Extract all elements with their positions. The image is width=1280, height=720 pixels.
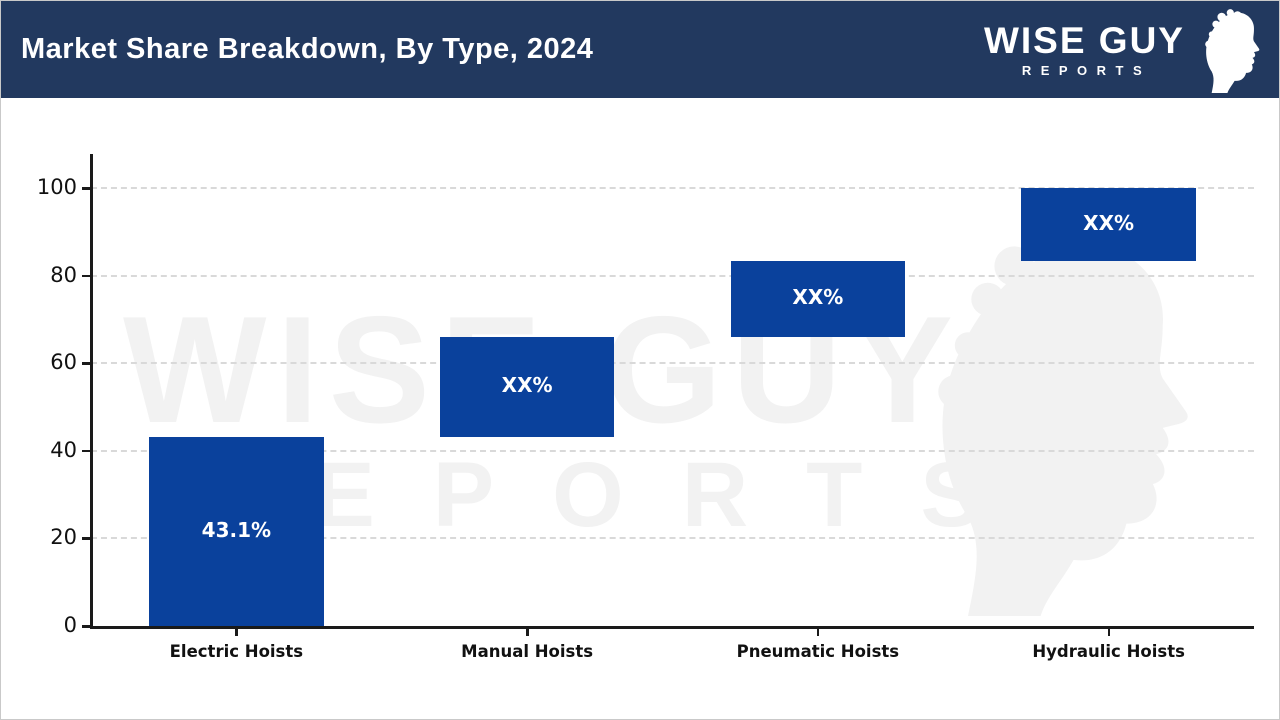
- bar-manual-hoists: [439, 336, 615, 438]
- x-category-label: Hydraulic Hoists: [1032, 642, 1185, 661]
- bar-hydraulic-hoists: [1021, 188, 1196, 262]
- y-tick-label: 60: [50, 350, 77, 375]
- logo-brand-text: WISE GUY: [983, 19, 1185, 61]
- chart-area: WISE GUY REPORTS 0 20 40 60 80 100 43.1% Electr…: [1, 98, 1279, 719]
- logo-subtitle-text: REPORTS: [1021, 62, 1152, 78]
- page-title: Market Share Breakdown, By Type, 2024: [21, 33, 594, 65]
- x-axis: [90, 626, 1254, 629]
- y-tick-mark: [82, 537, 91, 540]
- gridline: [91, 449, 1254, 452]
- gridline: [91, 274, 1254, 277]
- y-tick-label: 100: [36, 175, 77, 199]
- y-tick-label: 80: [50, 262, 77, 287]
- x-category-label: Manual Hoists: [461, 642, 594, 661]
- y-tick-label: 20: [50, 525, 77, 550]
- y-tick-mark: [82, 625, 91, 628]
- logo-wordmark: WISE GUY REPORTS: [984, 22, 1185, 78]
- bar-label: XX%: [792, 285, 844, 310]
- y-tick-mark: [82, 187, 91, 190]
- y-tick-mark: [82, 449, 91, 453]
- plot-region: 0 20 40 60 80 100 43.1% Electric Hoists XX% Manua…: [1, 98, 1279, 719]
- bar-pneumatic-hoists: [730, 261, 906, 337]
- x-tick-mark: [526, 628, 529, 636]
- y-tick-mark: [82, 274, 91, 278]
- bar-label: 43.1%: [201, 517, 272, 542]
- gridline: [91, 362, 1254, 365]
- bar-label: XX%: [501, 373, 553, 398]
- header-bar: Market Share Breakdown, By Type, 2024 WI…: [1, 1, 1279, 98]
- gridline: [91, 537, 1254, 540]
- bar-electric-hoists: [149, 437, 324, 626]
- wiseguy-logo: WISE GUY REPORTS: [984, 7, 1265, 93]
- x-tick-mark: [235, 628, 238, 636]
- wiseguy-face-icon: [1205, 8, 1260, 93]
- y-tick-label: 40: [50, 437, 77, 462]
- x-category-label: Electric Hoists: [169, 642, 304, 661]
- x-category-label: Pneumatic Hoists: [736, 642, 900, 661]
- x-tick-mark: [816, 628, 820, 636]
- bar-label: XX%: [1083, 210, 1135, 235]
- y-axis: [90, 154, 93, 628]
- y-tick-label: 0: [63, 613, 77, 637]
- x-tick-mark: [1107, 628, 1111, 636]
- y-tick-mark: [82, 362, 91, 365]
- gridline: [91, 187, 1254, 189]
